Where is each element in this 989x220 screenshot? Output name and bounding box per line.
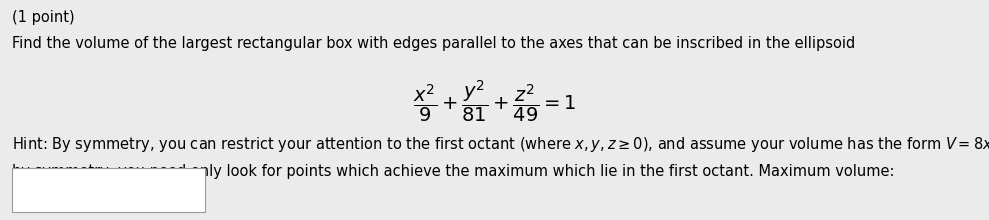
Text: $\dfrac{x^2}{9} + \dfrac{y^2}{81} + \dfrac{z^2}{49} = 1$: $\dfrac{x^2}{9} + \dfrac{y^2}{81} + \dfr… xyxy=(412,78,577,124)
Text: (1 point): (1 point) xyxy=(12,10,74,25)
Text: by symmetry, you need only look for points which achieve the maximum which lie i: by symmetry, you need only look for poin… xyxy=(12,164,894,179)
Text: Find the volume of the largest rectangular box with edges parallel to the axes t: Find the volume of the largest rectangul… xyxy=(12,36,855,51)
Text: Hint: By symmetry, you can restrict your attention to the first octant (where $x: Hint: By symmetry, you can restrict your… xyxy=(12,135,989,154)
FancyBboxPatch shape xyxy=(12,168,205,212)
